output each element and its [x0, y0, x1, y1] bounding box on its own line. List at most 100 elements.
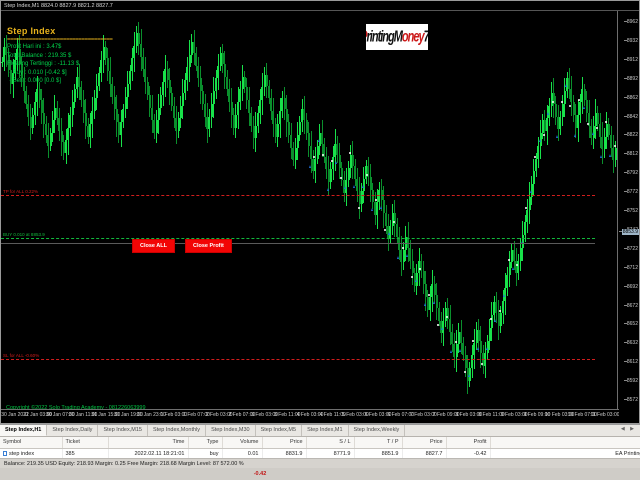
terminal-tab-2[interactable]: Step Index,M15 [98, 425, 148, 436]
terminal-tab-6[interactable]: Step Index,M1 [302, 425, 349, 436]
price-tick: 8572 [623, 397, 638, 403]
candle [197, 11, 200, 409]
candle-body [504, 287, 507, 301]
candle [250, 11, 253, 409]
candle [568, 11, 571, 409]
chart-plot-area[interactable]: TP for ALL 0.22% BUY 0.010 at 8853.9 SL fo… [1, 11, 617, 409]
candle-body [76, 76, 79, 90]
candle-body [65, 140, 67, 154]
candle-body [314, 158, 317, 172]
candle-body [184, 80, 187, 93]
candle-body [572, 102, 575, 115]
candle [557, 11, 560, 409]
candle [596, 11, 599, 409]
candle [479, 11, 482, 409]
candle [190, 11, 193, 409]
terminal-tab-4[interactable]: Step Index,M30 [206, 425, 256, 436]
close-all-button[interactable]: Close ALL [132, 239, 175, 253]
candle [407, 11, 410, 409]
candle-body [327, 169, 330, 183]
scroll-hint-icon[interactable]: ◀ ▶ [620, 426, 636, 432]
time-tick: 30 Jan 2022 [1, 412, 29, 418]
candle-body [261, 87, 264, 101]
candle [279, 11, 282, 409]
trade-marker-dot [437, 323, 439, 326]
candle-body [290, 134, 293, 148]
trade-marker-dot [516, 263, 519, 266]
terminal-tab-1[interactable]: Step Index,Daily [47, 425, 99, 436]
col-header-price[interactable]: Price [262, 437, 307, 449]
trade-marker-buy [361, 184, 364, 188]
printingmoney-logo: PrintingMoney77 [366, 24, 428, 50]
candle-body [296, 134, 299, 148]
trade-marker-dot [445, 315, 448, 318]
candle-body [47, 134, 50, 146]
candle-body [208, 116, 211, 130]
col-header-time[interactable]: Time [108, 437, 189, 449]
col-header-price[interactable]: Price [402, 437, 447, 449]
price-tick: 8822 [623, 132, 638, 139]
col-header-type[interactable]: Type [188, 437, 223, 449]
candle-body [497, 313, 500, 327]
candle [104, 11, 107, 409]
time-tick: 2 Feb 03:00 [205, 412, 233, 418]
candle [422, 11, 425, 409]
candle [486, 11, 489, 409]
candle [473, 11, 476, 409]
candle [490, 11, 493, 409]
candle-body [510, 249, 513, 263]
col-header-profit[interactable]: Profit [446, 437, 491, 449]
candle [541, 11, 544, 409]
chart-window: Step Index,M1 8824.0 8827.9 8821.2 8827.… [0, 0, 640, 424]
candle-body [45, 123, 48, 135]
candle-body [62, 142, 65, 154]
ea-info-panel: Step Index =============================… [7, 25, 127, 86]
terminal-tab-7[interactable]: Step Index,Weekly [349, 425, 406, 436]
candle [513, 11, 516, 409]
candle [144, 11, 147, 409]
candle [561, 11, 564, 409]
candle-body [190, 41, 193, 55]
col-header-s-l[interactable]: S / L [306, 437, 355, 449]
table-row[interactable]: step index 385 2022.02.11 18:21:01 buy 0.01 8… [0, 448, 640, 460]
col-header-ticket[interactable]: Ticket [62, 437, 109, 449]
candle-body [122, 109, 125, 123]
candle-body [585, 100, 588, 113]
candle [607, 11, 610, 409]
time-axis[interactable]: 30 Jan 2022 31 Jan 03:00 30 Jan 07:00 30 Ja… [1, 409, 619, 423]
trade-marker-buy [370, 208, 373, 212]
terminal-tab-3[interactable]: Step Index,Monthly [148, 425, 207, 436]
price-tick: 8932 [623, 37, 638, 44]
candle [243, 11, 246, 409]
candle-body [446, 307, 449, 319]
candle [204, 11, 207, 409]
col-header-comment[interactable]: Comment [490, 437, 640, 449]
col-header-volume[interactable]: Volume [222, 437, 263, 449]
level-line-tp-for-all [1, 195, 595, 196]
candle [345, 11, 348, 409]
time-tick: 5 Feb 03:00 [342, 412, 369, 418]
info-label-sell: · Sell [9, 78, 23, 84]
price-axis[interactable]: 8962 8932 8912 8892 8862 8842 8822 8812 8792 8772… [617, 11, 639, 409]
close-profit-button[interactable]: Close Profit [185, 239, 232, 253]
candle [374, 11, 376, 409]
candle-body [426, 296, 429, 310]
time-tick: 2 Feb 07:00 [228, 412, 256, 418]
candle-body [106, 58, 109, 72]
candle [272, 11, 275, 409]
price-tick: 8652 [623, 321, 638, 328]
info-value-floating-max: : -11.13 $ [54, 61, 80, 67]
candle [570, 11, 573, 409]
candle-body [393, 213, 396, 225]
terminal-tab-0[interactable]: Step Index,H1 [0, 425, 48, 436]
col-header-symbol[interactable]: Symbol [0, 437, 63, 449]
candle [252, 11, 255, 409]
level-label-sl-for-all: SL for ALL -0.60% [3, 353, 40, 358]
candle-body [93, 98, 96, 112]
candle-body [312, 158, 315, 172]
time-tick: 9 Feb 03:00 [500, 412, 528, 418]
col-header-t-p[interactable]: T / P [354, 437, 403, 449]
terminal-tab-5[interactable]: Step Index,M5 [256, 425, 303, 436]
